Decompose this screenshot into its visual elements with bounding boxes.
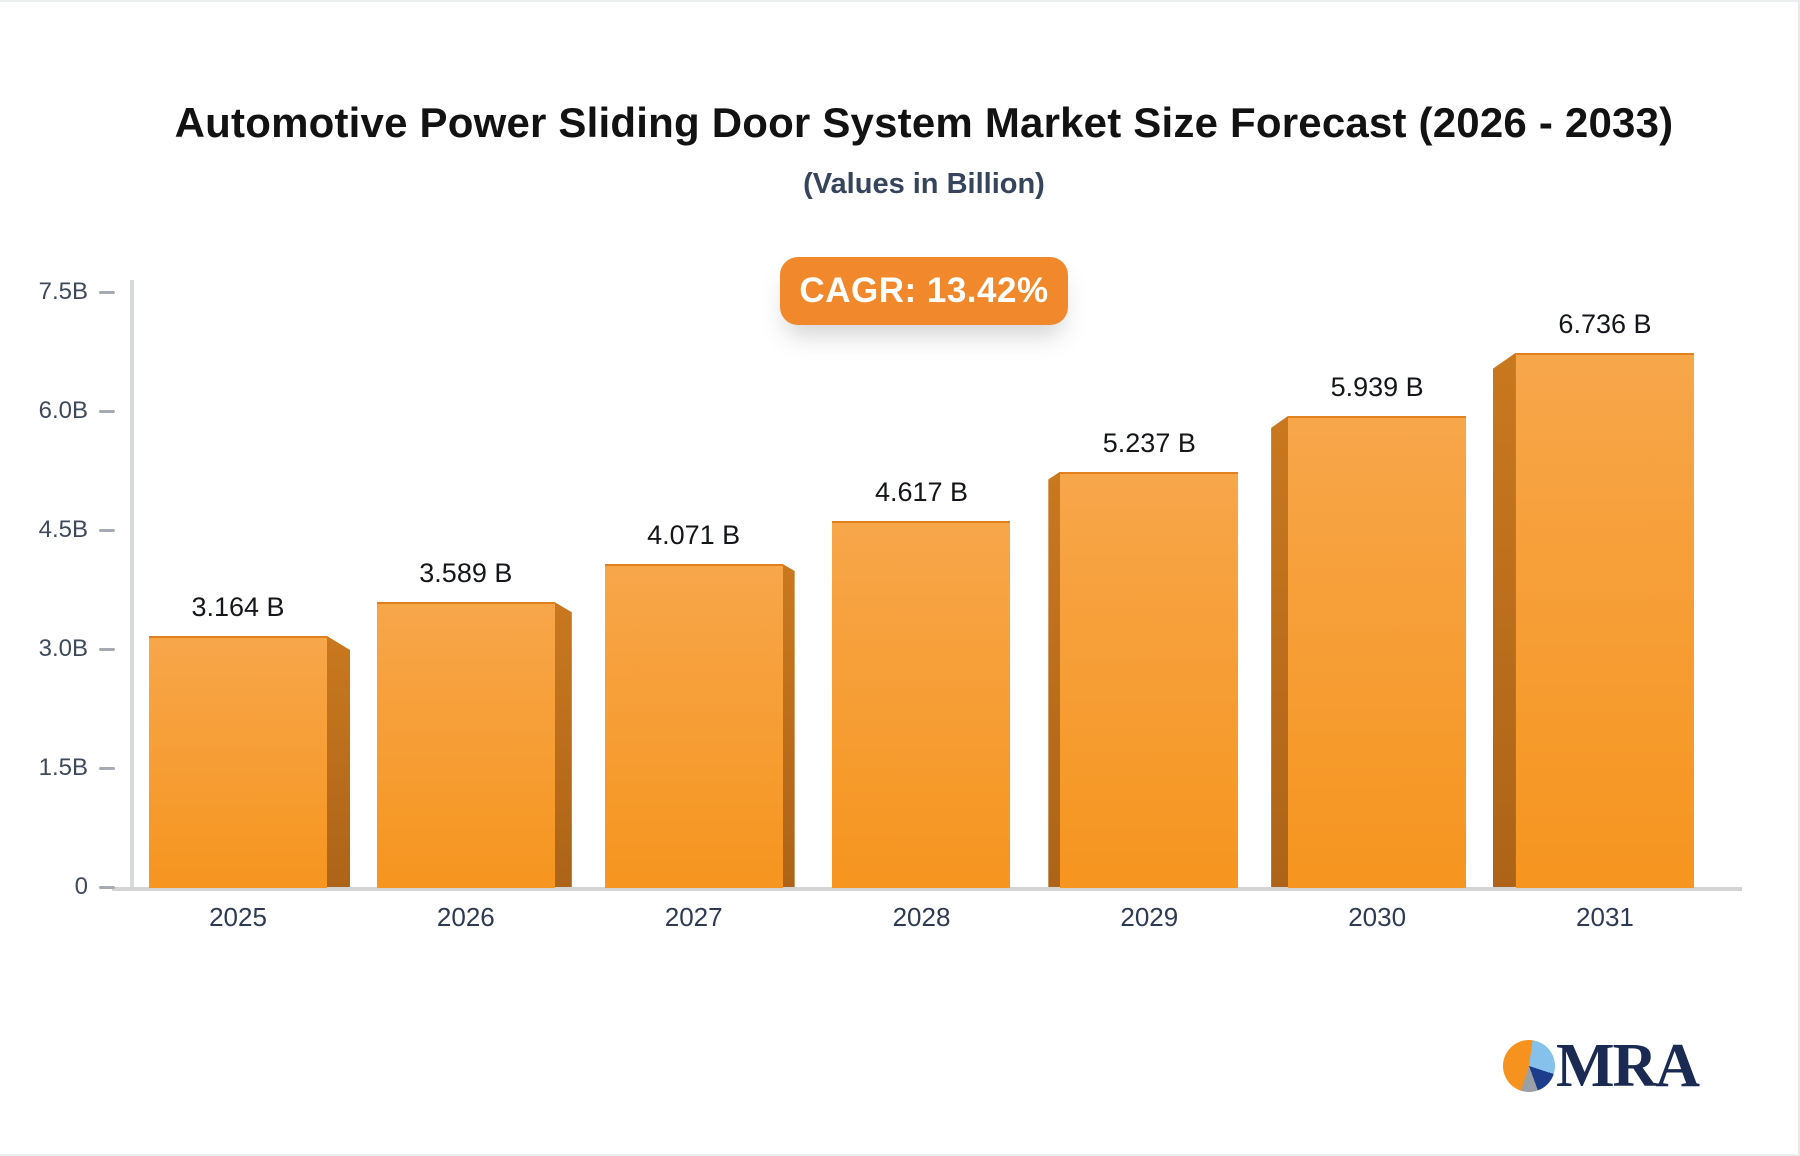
bar-value-label: 3.589 B — [419, 558, 513, 589]
y-tick-label: 4.5B — [38, 516, 88, 543]
chart-title: Automotive Power Sliding Door System Mar… — [174, 99, 1674, 146]
x-tick-label: 2031 — [1576, 902, 1634, 932]
bar — [604, 564, 783, 888]
bar-side-face — [554, 602, 572, 887]
y-axis-line — [130, 280, 134, 891]
bar — [149, 635, 327, 888]
x-tick-label: 2026 — [436, 902, 495, 932]
bar-value-label: 6.736 B — [1558, 308, 1652, 339]
bar-side-face — [782, 564, 795, 887]
bar — [832, 520, 1011, 888]
bar-value-label: 4.071 B — [647, 520, 741, 551]
bar-side-face — [1048, 471, 1061, 887]
bar — [1288, 415, 1467, 888]
bar — [1060, 471, 1239, 888]
y-tick-mark — [99, 885, 115, 889]
x-tick-label: 2025 — [209, 902, 267, 932]
y-tick-label: 6.0B — [38, 397, 88, 424]
chart-subtitle: (Values in Billion) — [803, 168, 1045, 200]
bar-value-label: 4.617 B — [874, 476, 969, 507]
y-tick-label: 7.5B — [38, 278, 88, 305]
x-tick-label: 2029 — [1120, 902, 1179, 932]
y-tick-mark — [99, 528, 115, 532]
bar — [376, 602, 555, 888]
bar-value-label: 5.939 B — [1330, 371, 1424, 402]
x-tick-label: 2027 — [664, 902, 723, 932]
y-tick-mark — [99, 647, 115, 651]
brand-logo: MRA — [1503, 1032, 1700, 1100]
y-tick-label: 3.0B — [38, 635, 88, 662]
bar-value-label: 3.164 B — [191, 591, 285, 622]
y-tick-label: 1.5B — [38, 754, 88, 781]
y-tick-label: 0 — [74, 873, 88, 900]
bar — [1515, 352, 1694, 888]
pie-chart-icon — [1503, 1040, 1555, 1092]
bar-side-face — [1271, 415, 1289, 887]
cagr-badge: CAGR: 13.42% — [780, 257, 1068, 325]
y-tick-mark — [99, 290, 115, 294]
y-tick-mark — [99, 409, 115, 413]
y-tick-mark — [99, 766, 115, 770]
x-axis-line — [112, 887, 1742, 891]
bar-side-face — [1492, 352, 1516, 887]
x-tick-label: 2028 — [892, 902, 951, 932]
x-tick-label: 2030 — [1348, 902, 1407, 932]
bar-value-label: 5.237 B — [1102, 427, 1196, 458]
brand-text: MRA — [1556, 1032, 1700, 1100]
bar-side-face — [327, 635, 350, 887]
